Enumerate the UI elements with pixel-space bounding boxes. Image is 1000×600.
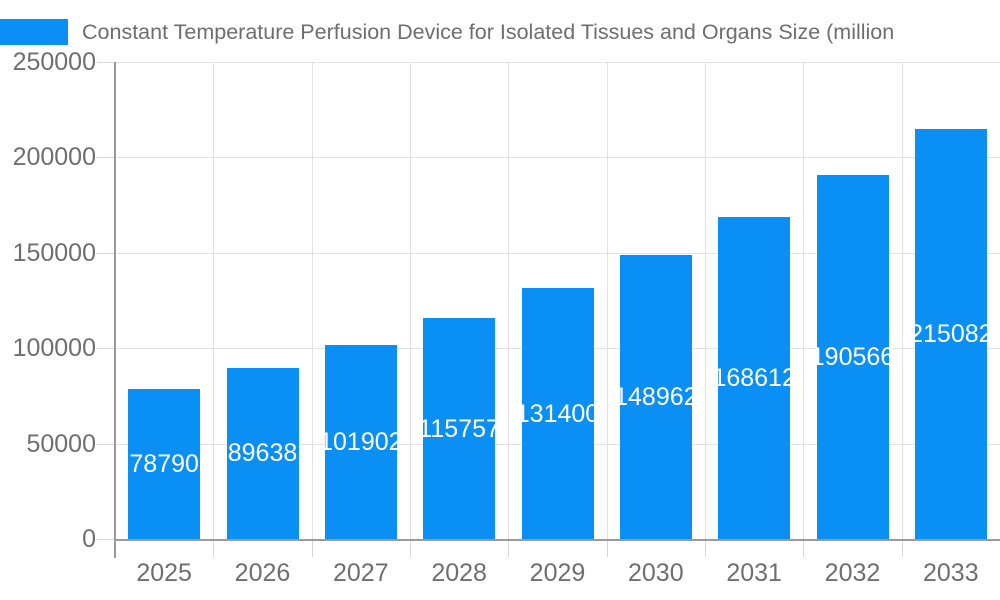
bar[interactable] (619, 254, 692, 539)
y-axis-tick (97, 348, 115, 350)
bar-value-label: 78790 (129, 449, 199, 478)
x-axis-tick-label: 2032 (824, 559, 881, 587)
gridline-horizontal (115, 157, 1000, 159)
bar[interactable] (423, 318, 496, 539)
bar[interactable] (718, 217, 791, 539)
bar[interactable] (128, 388, 201, 539)
y-axis-tick (97, 443, 115, 445)
y-axis-tick (97, 62, 115, 63)
bar[interactable] (914, 128, 987, 539)
gridline-vertical (213, 62, 215, 539)
bar-value-label: 148962 (614, 382, 698, 411)
bar-value-label: 131400 (515, 399, 600, 428)
legend-label: Constant Temperature Perfusion Device fo… (82, 19, 895, 44)
bar-value-label: 215082 (909, 319, 993, 348)
x-axis-tick (803, 540, 805, 557)
x-axis-tick (508, 540, 510, 557)
x-axis-tick-label: 2033 (923, 559, 979, 587)
bar[interactable] (226, 367, 299, 539)
gridline-vertical (901, 62, 903, 539)
gridline-vertical (606, 62, 608, 539)
bar[interactable] (521, 288, 594, 539)
gridline-vertical (311, 62, 313, 539)
x-axis-tick-label: 2029 (529, 559, 586, 587)
y-axis-tick (97, 539, 115, 540)
y-axis-tick-label: 250000 (12, 48, 96, 76)
y-axis-tick-label: 50000 (26, 429, 96, 458)
bar-value-label: 101902 (319, 427, 403, 456)
gridline-vertical (410, 62, 411, 539)
x-axis-tick-label: 2025 (136, 559, 192, 587)
bar[interactable] (816, 175, 889, 539)
gridline-vertical (803, 62, 805, 539)
y-axis-tick-label: 200000 (12, 143, 96, 172)
x-axis-tick (311, 540, 313, 557)
y-axis-line (114, 62, 116, 558)
x-axis-tick-label: 2030 (628, 559, 684, 587)
y-axis-tick-label: 150000 (12, 238, 96, 267)
x-axis-tick (213, 540, 215, 557)
gridline-vertical (705, 62, 706, 539)
x-axis-tick (606, 540, 608, 557)
y-axis-tick (97, 252, 115, 254)
y-axis-tick-label: 100000 (12, 334, 96, 363)
legend-swatch-icon (0, 19, 68, 45)
bar-value-label: 115757 (418, 414, 500, 443)
gridline-horizontal (115, 62, 1000, 63)
gridline-vertical (508, 62, 510, 539)
x-axis-tick-label: 2027 (333, 559, 389, 587)
legend[interactable]: Constant Temperature Perfusion Device fo… (0, 19, 1000, 45)
bar-value-label: 190566 (810, 343, 895, 372)
gridline-horizontal (115, 252, 1000, 254)
x-axis-tick-label: 2031 (726, 559, 782, 587)
x-axis-tick-label: 2028 (431, 559, 487, 587)
bar-value-label: 168612 (712, 364, 796, 393)
x-axis-tick (410, 540, 411, 557)
x-axis-tick-label: 2026 (234, 559, 291, 587)
x-axis-tick (705, 540, 706, 557)
x-axis-tick (901, 540, 903, 557)
x-axis-line (114, 539, 1000, 541)
y-axis-tick-label: 0 (82, 525, 96, 553)
bar-value-label: 89638 (227, 439, 298, 468)
bar[interactable] (324, 344, 397, 539)
y-axis-tick (97, 157, 115, 159)
